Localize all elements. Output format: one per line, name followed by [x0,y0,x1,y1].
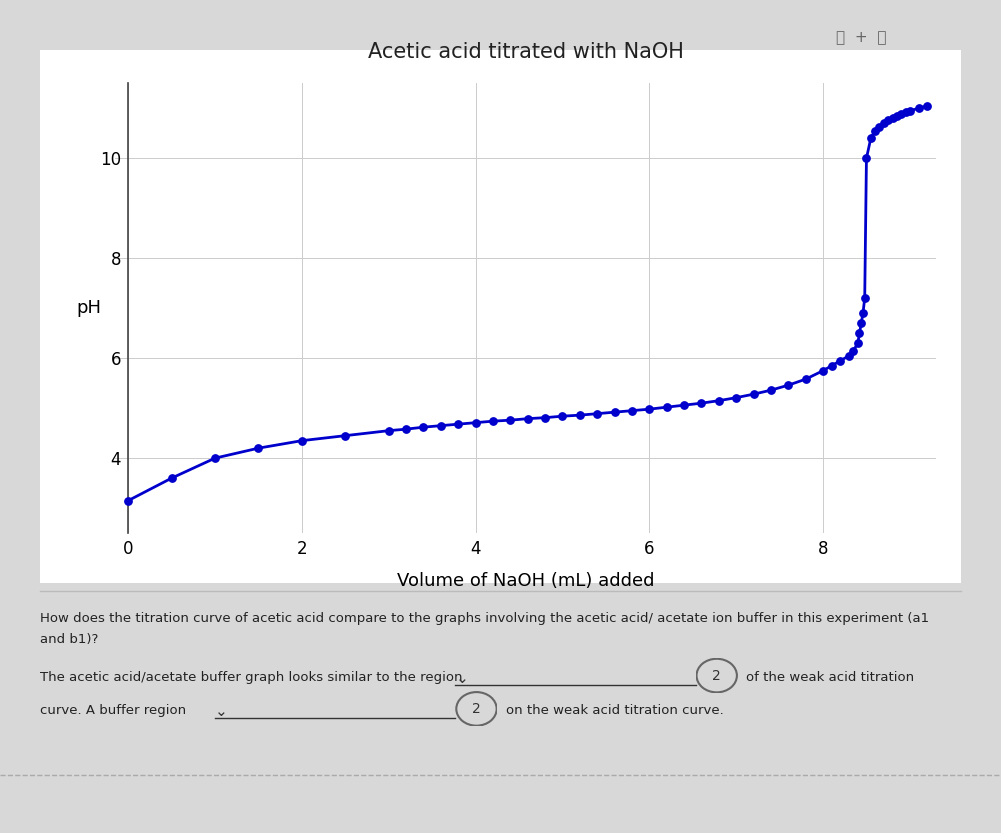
Point [694,397,710,410]
Point [676,398,692,412]
Title: Acetic acid titrated with NaOH: Acetic acid titrated with NaOH [367,42,684,62]
Point [885,111,901,124]
Text: ⌄: ⌄ [455,671,468,686]
Text: and b1)?: and b1)? [40,633,98,646]
Point [876,117,892,130]
Point [867,124,883,137]
Point [450,417,466,431]
Point [841,349,857,362]
Point [380,424,396,437]
Point [919,99,935,112]
Text: ⌄: ⌄ [215,704,228,719]
Point [893,107,909,121]
X-axis label: Volume of NaOH (mL) added: Volume of NaOH (mL) added [396,572,655,590]
Point [824,359,840,372]
Text: 2: 2 [713,669,721,682]
Point [503,413,519,426]
Point [520,412,536,426]
Point [642,402,658,416]
Point [572,408,588,421]
Point [746,387,762,401]
Point [207,451,223,465]
Point [880,113,896,127]
Point [833,354,849,367]
Point [484,415,500,428]
Point [590,407,606,421]
Point [763,383,779,397]
Point [898,106,914,119]
Text: of the weak acid titration: of the weak acid titration [746,671,914,684]
Point [415,421,431,434]
Point [798,372,814,386]
Point [846,344,862,357]
Point [624,404,640,417]
Point [555,410,571,423]
Text: ⌕  +  ⤢: ⌕ + ⤢ [836,30,886,45]
Point [853,317,869,330]
Point [780,378,796,392]
Point [711,394,727,407]
Text: The acetic acid/acetate buffer graph looks similar to the region: The acetic acid/acetate buffer graph loo… [40,671,462,684]
Point [857,292,873,305]
Text: on the weak acid titration curve.: on the weak acid titration curve. [506,704,724,717]
Point [872,120,888,133]
Point [250,441,266,455]
Point [607,406,623,419]
Y-axis label: pH: pH [76,299,101,317]
Point [294,434,310,447]
Point [120,494,136,507]
Point [432,419,448,432]
Point [659,401,675,414]
Point [728,391,744,404]
Point [163,471,179,485]
Point [902,104,918,117]
Point [855,307,871,320]
Point [337,429,353,442]
Point [911,102,927,115]
Point [889,109,905,122]
Text: How does the titration curve of acetic acid compare to the graphs involving the : How does the titration curve of acetic a… [40,612,929,626]
Point [852,327,868,340]
Point [815,364,831,377]
Text: 2: 2 [472,702,480,716]
Point [467,416,483,429]
Point [398,422,414,436]
Point [859,152,875,165]
Point [850,337,866,350]
Point [538,411,554,424]
Point [863,132,879,145]
Text: curve. A buffer region: curve. A buffer region [40,704,186,717]
